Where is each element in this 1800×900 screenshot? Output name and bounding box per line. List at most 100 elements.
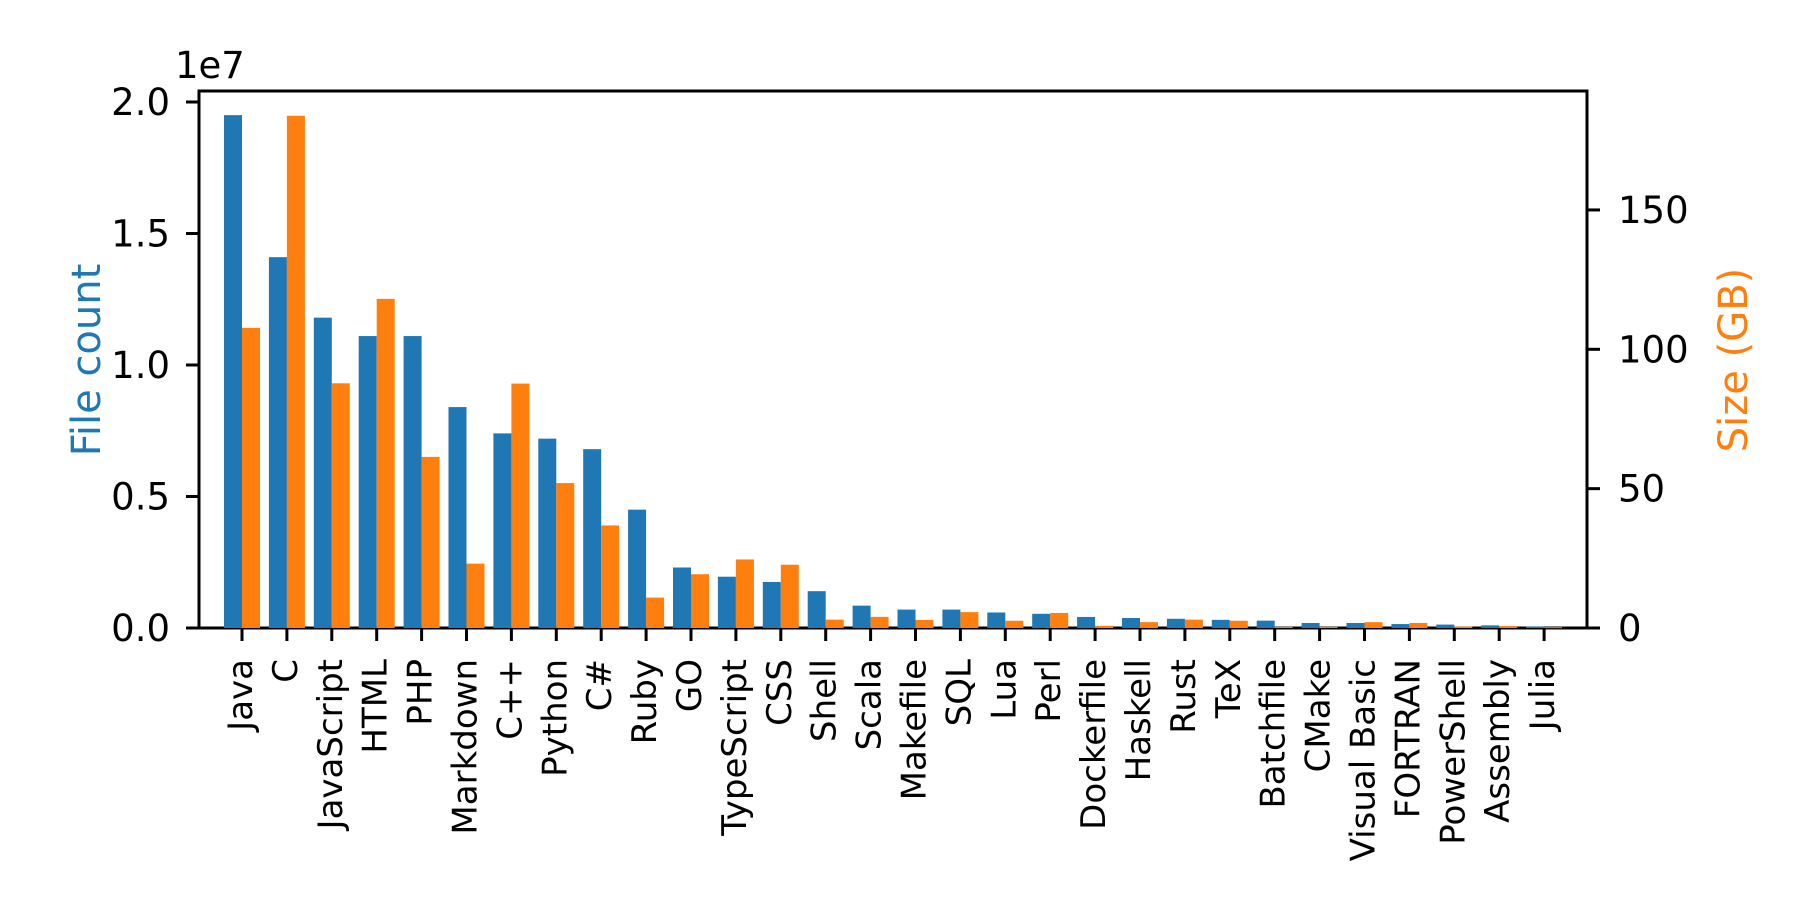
bar-file-count-cmake xyxy=(1301,623,1320,628)
bar-size-fortran xyxy=(1409,622,1428,628)
y-left-tick-label: 2.0 xyxy=(111,81,170,124)
bar-file-count-java xyxy=(224,115,242,628)
x-tick-label-c-: C# xyxy=(580,659,620,711)
x-tick-label-css: CSS xyxy=(760,659,800,726)
x-tick-label-go: GO xyxy=(670,659,710,712)
x-tick-label-shell: Shell xyxy=(805,659,845,742)
x-tick-label-c: C xyxy=(266,659,306,683)
bar-file-count-assembly xyxy=(1481,625,1500,628)
bar-file-count-c- xyxy=(493,433,512,628)
bar-size-c xyxy=(286,115,305,629)
bar-file-count-dockerfile xyxy=(1077,616,1096,628)
x-tick-label-lua: Lua xyxy=(984,659,1024,720)
bar-file-count-makefile xyxy=(897,609,916,628)
x-tick-label-dockerfile: Dockerfile xyxy=(1074,659,1114,830)
x-tick-label-php: PHP xyxy=(401,659,441,726)
x-tick-label-scala: Scala xyxy=(850,659,890,750)
bar-size-java xyxy=(242,327,260,628)
x-tick-label-c-: C++ xyxy=(490,659,530,740)
bar-file-count-c xyxy=(268,257,287,628)
bar-file-count-batchfile xyxy=(1256,620,1275,628)
bar-size-sql xyxy=(960,612,979,628)
bar-size-c- xyxy=(601,525,620,628)
y-right-tick-label: 150 xyxy=(1618,189,1689,232)
x-tick-label-powershell: PowerShell xyxy=(1433,659,1473,845)
bar-file-count-fortran xyxy=(1391,624,1410,628)
x-tick-label-haskell: Haskell xyxy=(1119,659,1159,781)
bar-file-count-haskell xyxy=(1122,618,1140,628)
x-tick-label-javascript: JavaScript xyxy=(311,659,351,831)
bar-size-php xyxy=(421,456,440,628)
y-right-tick-label: 100 xyxy=(1618,328,1689,371)
bar-file-count-typescript xyxy=(717,576,736,628)
x-tick-label-cmake: CMake xyxy=(1299,659,1339,772)
bar-file-count-go xyxy=(673,567,691,628)
bar-size-c- xyxy=(511,383,530,628)
bar-size-rust xyxy=(1184,619,1203,628)
y-right-tick-label: 0 xyxy=(1618,607,1642,650)
bar-file-count-markdown xyxy=(448,407,467,628)
bar-size-batchfile xyxy=(1274,626,1293,628)
bar-size-ruby xyxy=(646,597,665,628)
bar-file-count-rust xyxy=(1166,618,1185,628)
bar-file-count-javascript xyxy=(313,317,332,628)
y-axis-offset-text: 1e7 xyxy=(175,44,245,87)
bar-file-count-c- xyxy=(583,449,602,628)
x-tick-label-markdown: Markdown xyxy=(446,659,486,835)
bar-size-shell xyxy=(825,619,844,628)
x-tick-label-batchfile: Batchfile xyxy=(1254,659,1294,809)
bar-size-cmake xyxy=(1319,626,1338,628)
x-tick-label-assembly: Assembly xyxy=(1478,659,1518,823)
bar-file-count-css xyxy=(762,581,781,628)
bar-size-haskell xyxy=(1140,622,1158,628)
x-tick-label-java: Java xyxy=(221,659,261,733)
bar-file-count-powershell xyxy=(1436,624,1455,628)
x-tick-label-sql: SQL xyxy=(939,659,979,726)
bar-file-count-php xyxy=(403,336,422,628)
bar-size-css xyxy=(780,564,799,628)
x-tick-label-makefile: Makefile xyxy=(895,659,935,800)
bar-size-julia xyxy=(1544,627,1563,629)
plot-area: 0.0 0.5 1.0 1.5 2.0 0 50 100 150 Java C JavaScript H… xyxy=(111,81,1688,861)
bar-size-dockerfile xyxy=(1095,625,1114,628)
bar-size-markdown xyxy=(466,563,485,628)
bar-file-count-julia xyxy=(1526,626,1545,628)
x-tick-label-typescript: TypeScript xyxy=(715,659,755,837)
x-tick-label-julia: Julia xyxy=(1523,659,1563,732)
y-left-tick-label: 0.5 xyxy=(111,476,170,519)
bar-file-count-html xyxy=(358,336,377,628)
bar-file-count-tex xyxy=(1211,619,1230,628)
bar-file-count-ruby xyxy=(628,509,647,628)
bar-size-lua xyxy=(1005,620,1024,628)
bar-size-typescript xyxy=(735,559,754,628)
bar-file-count-lua xyxy=(987,612,1006,628)
x-tick-label-python: Python xyxy=(535,659,575,777)
x-tick-label-fortran: FORTRAN xyxy=(1388,659,1428,818)
y-left-tick-label: 1.5 xyxy=(111,213,170,256)
x-tick-label-visual-basic: Visual Basic xyxy=(1344,659,1384,861)
bar-file-count-python xyxy=(538,438,557,628)
bar-file-count-scala xyxy=(852,605,871,628)
x-tick-label-ruby: Ruby xyxy=(625,659,665,744)
bar-size-perl xyxy=(1050,612,1069,628)
x-tick-label-rust: Rust xyxy=(1164,659,1204,734)
plot-frame xyxy=(197,89,1589,630)
y-left-tick-label: 1.0 xyxy=(111,344,170,387)
bar-size-assembly xyxy=(1499,626,1518,628)
bar-size-html xyxy=(376,298,395,628)
bar-size-go xyxy=(691,574,709,628)
bar-size-javascript xyxy=(331,383,350,628)
bar-size-powershell xyxy=(1454,626,1473,628)
bar-size-makefile xyxy=(915,619,934,628)
y-right-tick-label: 50 xyxy=(1618,468,1665,511)
bar-size-python xyxy=(556,483,575,628)
bar-size-visual-basic xyxy=(1364,622,1383,628)
bar-file-count-shell xyxy=(807,591,826,628)
bar-file-count-sql xyxy=(942,609,961,628)
bar-file-count-perl xyxy=(1032,613,1051,628)
y-left-tick-label: 0.0 xyxy=(111,607,170,650)
y-axis-label-left: File count xyxy=(64,264,110,457)
bar-size-scala xyxy=(870,616,889,628)
